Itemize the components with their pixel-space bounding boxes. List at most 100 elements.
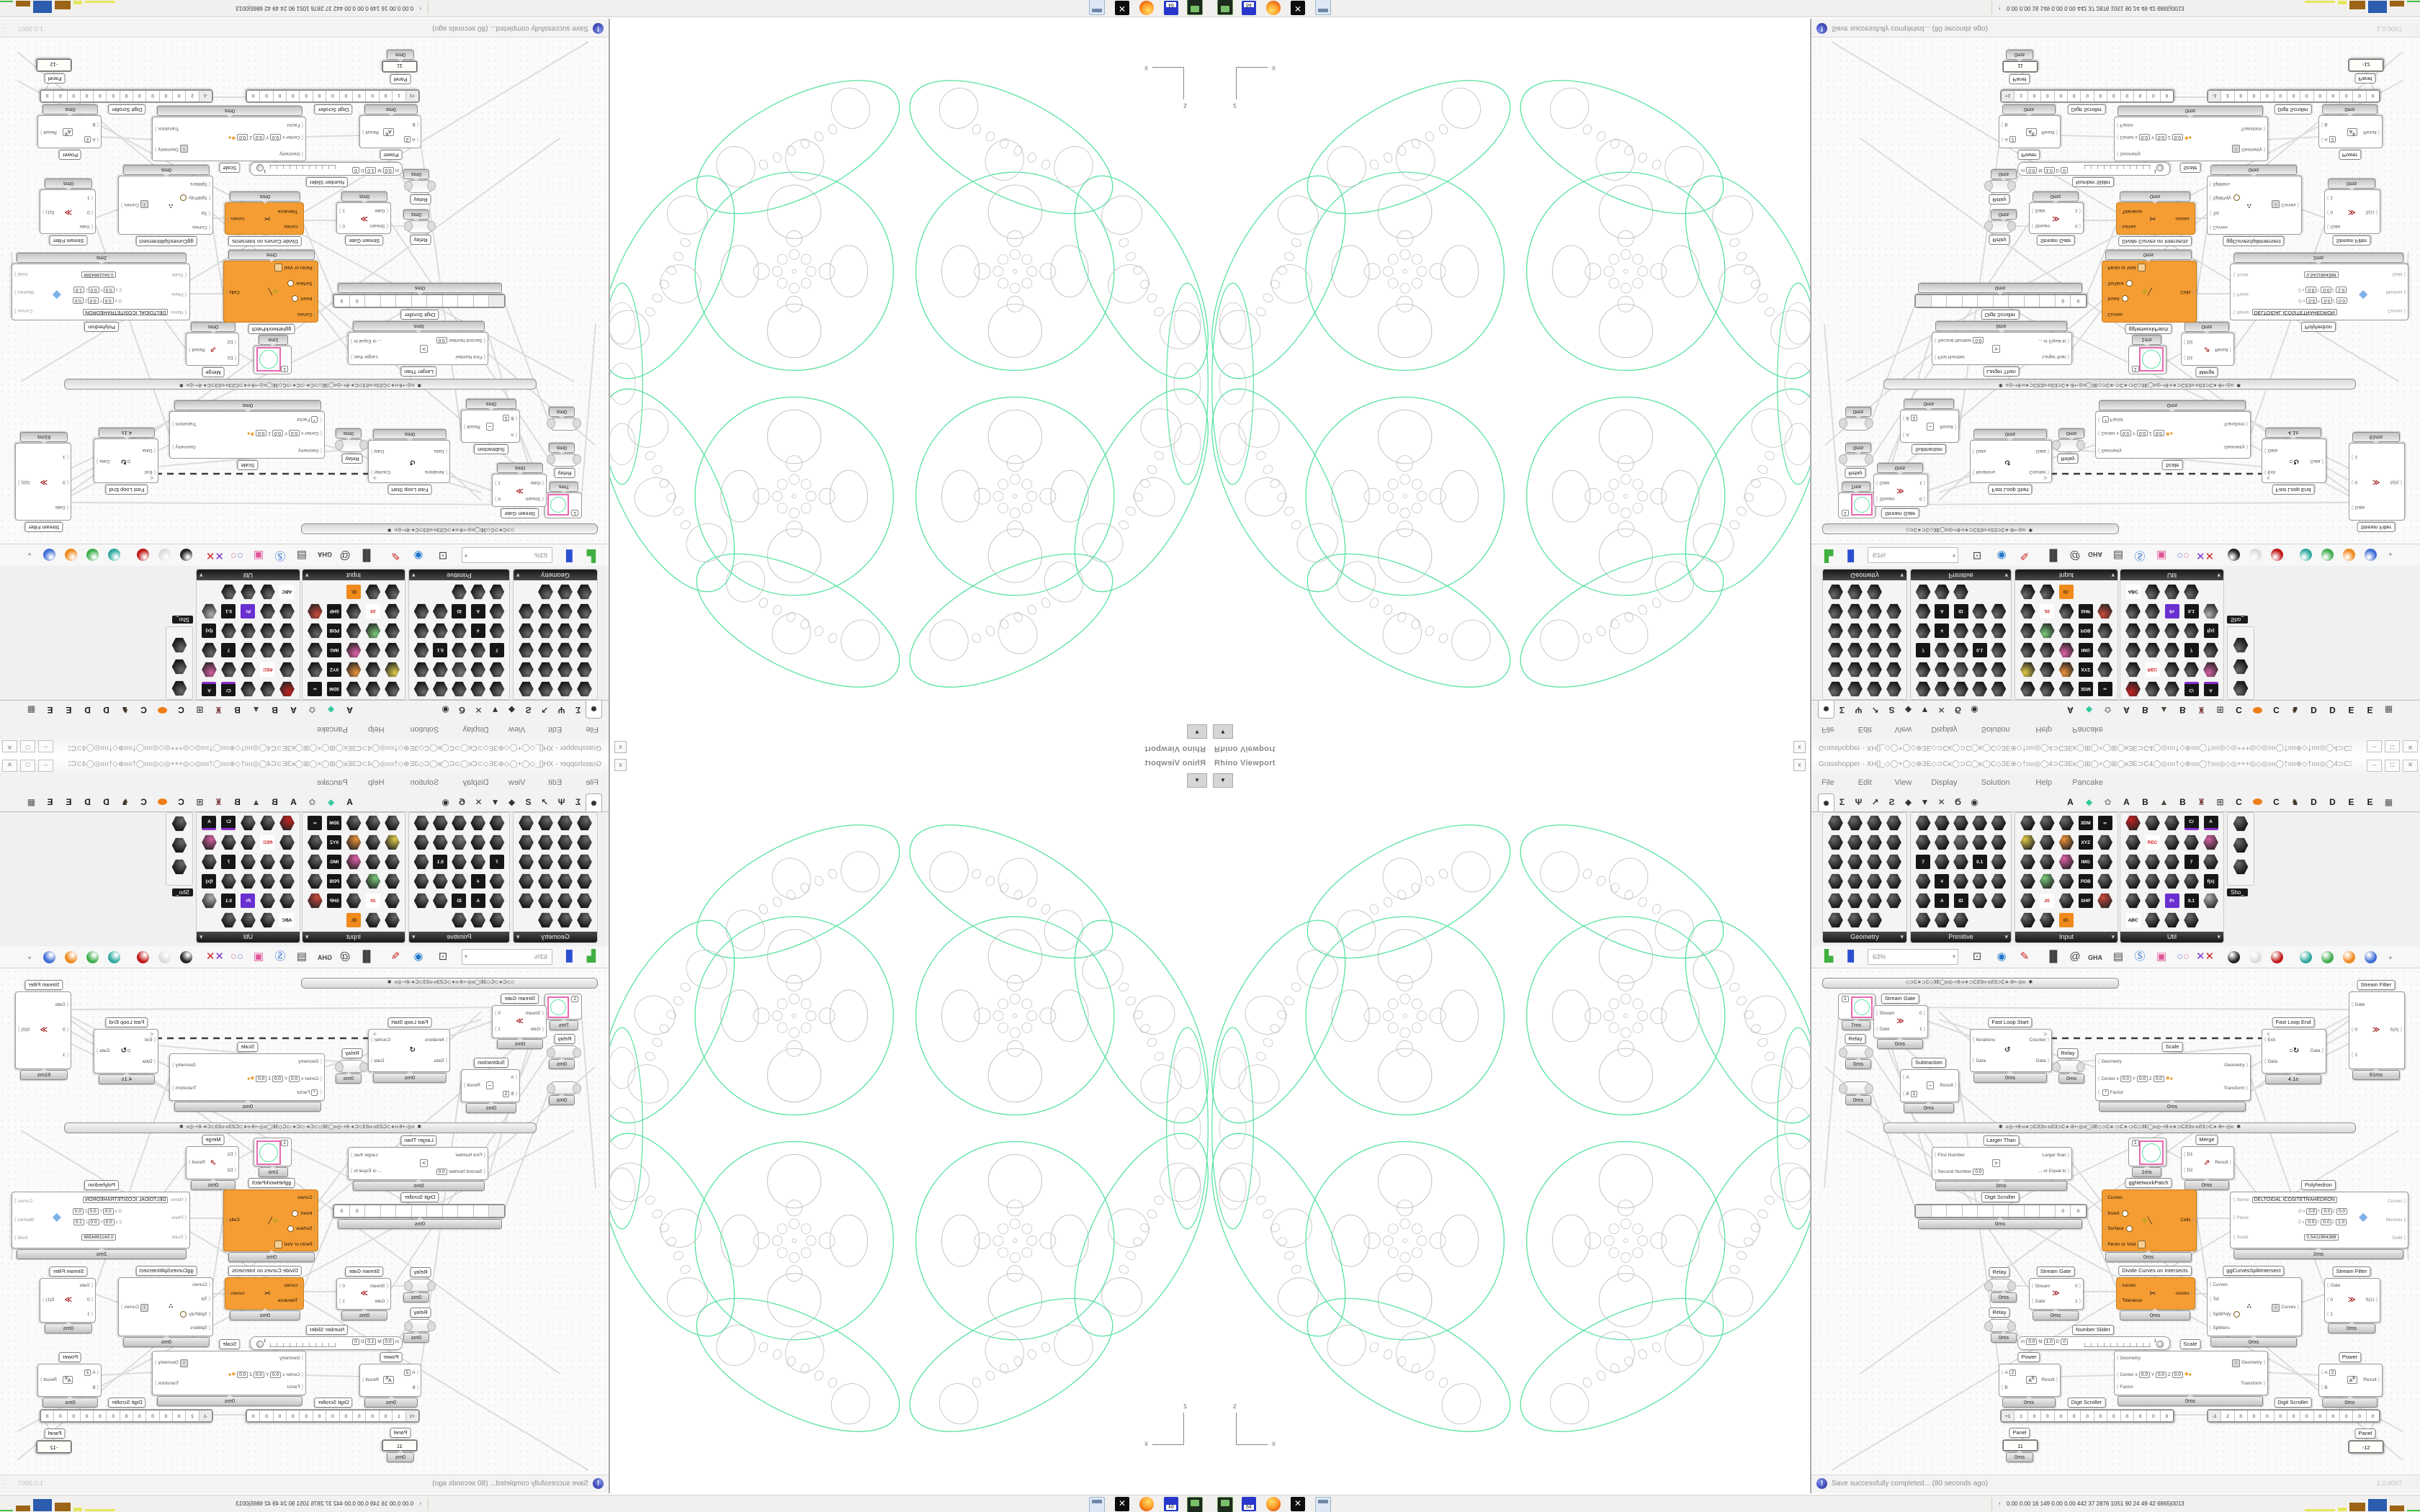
component-icon[interactable] [2145,912,2161,928]
component-icon[interactable] [1991,893,2007,909]
component-icon[interactable] [2184,873,2200,889]
component-icon[interactable]: ABC [2125,584,2141,600]
gem-icon[interactable] [135,546,152,564]
component-icon[interactable] [1972,893,1988,909]
component-icon[interactable] [413,681,429,697]
component-icon[interactable] [260,623,276,639]
ribbon-tab-2[interactable]: Ψ [557,705,565,715]
plugin-tab-3[interactable]: A [2123,705,2130,715]
taskbar-icon-rhino[interactable]: ✕ [1115,1497,1129,1511]
component-icon[interactable]: ID [1953,893,1969,909]
plugin-tab-7[interactable]: ♜ [215,797,223,807]
component-icon[interactable] [1953,873,1969,889]
grasshopper-titlebar[interactable]: Grasshopper - XH[]_◇◯+◯◇⊕ЗЕ◇⊃Cκ◯⊃C◯κ◯C◇З… [0,756,609,775]
gh-node-relay-a1[interactable] [1839,454,1873,467]
component-icon[interactable]: 3DM [326,681,342,697]
ribbon-tab-9[interactable]: ◉ [442,797,449,807]
component-icon[interactable] [1934,662,1950,678]
component-icon[interactable] [577,854,593,870]
resize-grip[interactable]: ⁚⁚ [2414,25,2418,33]
component-icon[interactable] [2039,623,2055,639]
save-button[interactable]: ▊ [564,950,573,963]
component-icon[interactable] [1828,854,1844,870]
component-icon[interactable]: 7 [221,854,237,870]
gh-node-power-2[interactable]: A2BResultAB [37,1364,102,1397]
plugin-tab-12[interactable]: ♞ [121,705,129,715]
gh-node-stream-filter-1[interactable]: Gate01S(0)≫ [2349,443,2405,521]
component-icon[interactable] [519,815,534,831]
component-icon[interactable] [432,815,448,831]
component-icon[interactable] [365,834,381,850]
component-icon[interactable] [202,662,218,678]
panel-name-util[interactable]: Util [197,932,300,942]
menu-item-help[interactable]: Help [367,725,385,734]
component-icon[interactable] [307,834,323,850]
component-icon[interactable] [2164,854,2180,870]
zoom-combobox[interactable]: 63% [1868,547,1958,563]
component-icon[interactable] [1886,681,1902,697]
resize-grip[interactable]: ⁚⁚ [2,1479,6,1487]
slider-handle[interactable] [2156,1340,2164,1348]
gh-node-stream-filter-2[interactable]: Gate01S(1)≫ [2324,189,2380,234]
component-icon[interactable] [307,893,323,909]
gh-node-subtraction[interactable]: AB1Result− [461,1069,520,1102]
ribbon-tab-1[interactable]: Σ [1839,705,1845,715]
component-icon[interactable] [1953,912,1969,928]
component-icon[interactable] [470,834,486,850]
component-icon[interactable] [365,912,381,928]
slider-handle[interactable] [256,1340,264,1348]
preview-eye-button[interactable]: ◉ [413,950,424,963]
component-icon[interactable] [1847,854,1863,870]
component-icon[interactable] [1828,912,1844,928]
rhino-viewport[interactable]: Rhino Viewport x ▼ z x [1210,19,1811,756]
menu-item-help[interactable]: Help [2035,778,2053,787]
ribbon-tab-9[interactable]: ◉ [1971,797,1978,807]
menu-bar[interactable]: File Edit View Display Solution Help Pancake [1811,720,2420,737]
component-icon[interactable] [1828,681,1844,697]
component-icon[interactable] [1867,912,1883,928]
component-icon[interactable] [1847,662,1863,678]
rhino-viewport[interactable]: Rhino Viewport x ▼ z x [609,19,1210,756]
component-icon[interactable] [1828,584,1844,600]
component-icon[interactable]: C/ [221,815,237,831]
component-icon[interactable] [385,662,400,678]
plugin-tab-13[interactable]: D [103,705,109,715]
ribbon-tab-1[interactable]: Σ [1839,797,1845,807]
plugin-tab-0[interactable]: A [346,797,353,807]
component-icon[interactable] [2058,893,2074,909]
object-finder-button[interactable]: Ⓢ [2134,549,2146,562]
gh-node-sketch-a[interactable]: 1 [1838,492,1876,518]
component-icon[interactable] [452,662,467,678]
component-icon[interactable] [519,681,534,697]
gh-node-relay-a2[interactable] [1839,1081,1873,1094]
component-icon[interactable] [413,642,429,658]
component-icon[interactable] [365,584,381,600]
gh-node-divide-curves[interactable]: curvesTolerancecurves✂ [225,202,304,235]
component-icon[interactable] [1991,642,2007,658]
gh-node-scale-1[interactable]: GeometryCenter x0.0 Y0.0 Z0.0 ●●* Factor… [169,411,325,459]
maximize-button[interactable]: □ [2385,760,2400,772]
plugin-tab-16[interactable]: E [2367,797,2373,807]
taskbar[interactable]: ✕ ↑ 0.00 0.00 16 149 0.00 0.00 442 37 2876… [1210,0,2420,17]
component-icon[interactable]: XYZ [2078,834,2094,850]
component-icon[interactable] [2039,834,2055,850]
component-icon[interactable]: f(x) [2203,873,2219,889]
menu-item-view[interactable]: View [1894,725,1912,734]
component-icon[interactable] [346,623,362,639]
component-icon[interactable] [538,662,554,678]
component-icon[interactable] [1934,642,1950,658]
cluster-spheres[interactable] [178,546,195,564]
plugin-tab-2[interactable]: ✿ [308,797,316,807]
component-icon[interactable] [260,603,276,619]
plugin-tab-5[interactable]: ▲ [251,705,261,715]
component-icon[interactable]: PDB [326,873,342,889]
component-icon[interactable]: ∞ [2097,681,2113,697]
component-icon[interactable] [1953,584,1969,600]
resize-grip[interactable]: ⁚⁚ [2,25,6,33]
component-icon[interactable] [1915,873,1931,889]
menu-item-pancake[interactable]: Pancake [2072,725,2103,734]
